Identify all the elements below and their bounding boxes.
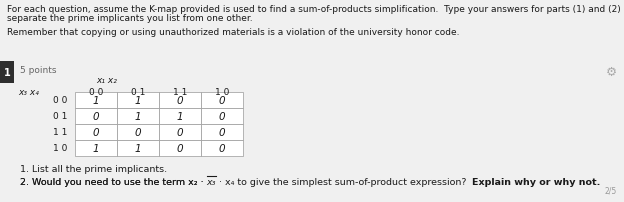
- Text: 1: 1: [93, 143, 99, 153]
- Text: 1 0: 1 0: [215, 87, 229, 97]
- Text: 1 1: 1 1: [173, 87, 187, 97]
- Text: 2/5: 2/5: [605, 186, 617, 195]
- Text: 0: 0: [218, 112, 225, 121]
- Text: 0: 0: [177, 96, 183, 105]
- Bar: [201, 108, 243, 124]
- Text: 5 points: 5 points: [20, 66, 57, 75]
- Bar: [75, 93, 117, 108]
- Text: 1: 1: [4, 68, 11, 78]
- Text: 0 0: 0 0: [89, 87, 103, 97]
- Bar: [201, 93, 243, 108]
- Bar: [117, 124, 159, 140]
- Text: 1: 1: [177, 112, 183, 121]
- Text: 0: 0: [218, 96, 225, 105]
- Text: separate the prime implicants you list from one other.: separate the prime implicants you list f…: [7, 14, 253, 23]
- Text: 0: 0: [218, 127, 225, 137]
- Bar: [117, 93, 159, 108]
- Text: 1: 1: [135, 143, 141, 153]
- Text: Explain why or why not.: Explain why or why not.: [472, 177, 601, 186]
- Text: 2. Would you need to use the term x₂ ·: 2. Would you need to use the term x₂ ·: [20, 177, 207, 186]
- Bar: [159, 140, 201, 156]
- Text: 0: 0: [93, 127, 99, 137]
- Text: 1 1: 1 1: [52, 128, 67, 137]
- Text: 1. List all the prime implicants.: 1. List all the prime implicants.: [20, 164, 167, 173]
- Bar: [159, 108, 201, 124]
- Text: 2. Would you need to use the term x₂ ·: 2. Would you need to use the term x₂ ·: [20, 177, 207, 186]
- Text: 0: 0: [135, 127, 141, 137]
- Bar: [117, 140, 159, 156]
- Text: 0: 0: [177, 143, 183, 153]
- Bar: [75, 140, 117, 156]
- Text: ⚙: ⚙: [606, 66, 617, 79]
- Text: x₁ x₂: x₁ x₂: [96, 76, 117, 85]
- Text: Remember that copying or using unauthorized materials is a violation of the univ: Remember that copying or using unauthori…: [7, 28, 459, 37]
- Text: x₃: x₃: [207, 177, 216, 186]
- Text: 0 1: 0 1: [131, 87, 145, 97]
- Bar: [117, 108, 159, 124]
- Text: 0: 0: [218, 143, 225, 153]
- Bar: [159, 124, 201, 140]
- Text: For each question, assume the K-map provided is used to find a sum-of-products s: For each question, assume the K-map prov…: [7, 5, 624, 14]
- Bar: [75, 108, 117, 124]
- Text: 1: 1: [135, 96, 141, 105]
- Text: 0: 0: [177, 127, 183, 137]
- Bar: [0, 62, 14, 84]
- Text: 0 0: 0 0: [52, 96, 67, 105]
- Bar: [201, 140, 243, 156]
- Text: 1 0: 1 0: [52, 144, 67, 153]
- Bar: [75, 124, 117, 140]
- Text: 1: 1: [93, 96, 99, 105]
- Text: 0 1: 0 1: [52, 112, 67, 121]
- Text: 1: 1: [135, 112, 141, 121]
- Text: · x₄ to give the simplest sum-of-product expression?: · x₄ to give the simplest sum-of-product…: [216, 177, 472, 186]
- Text: 0: 0: [93, 112, 99, 121]
- Bar: [201, 124, 243, 140]
- Bar: [159, 93, 201, 108]
- Text: x₃ x₄: x₃ x₄: [18, 87, 39, 97]
